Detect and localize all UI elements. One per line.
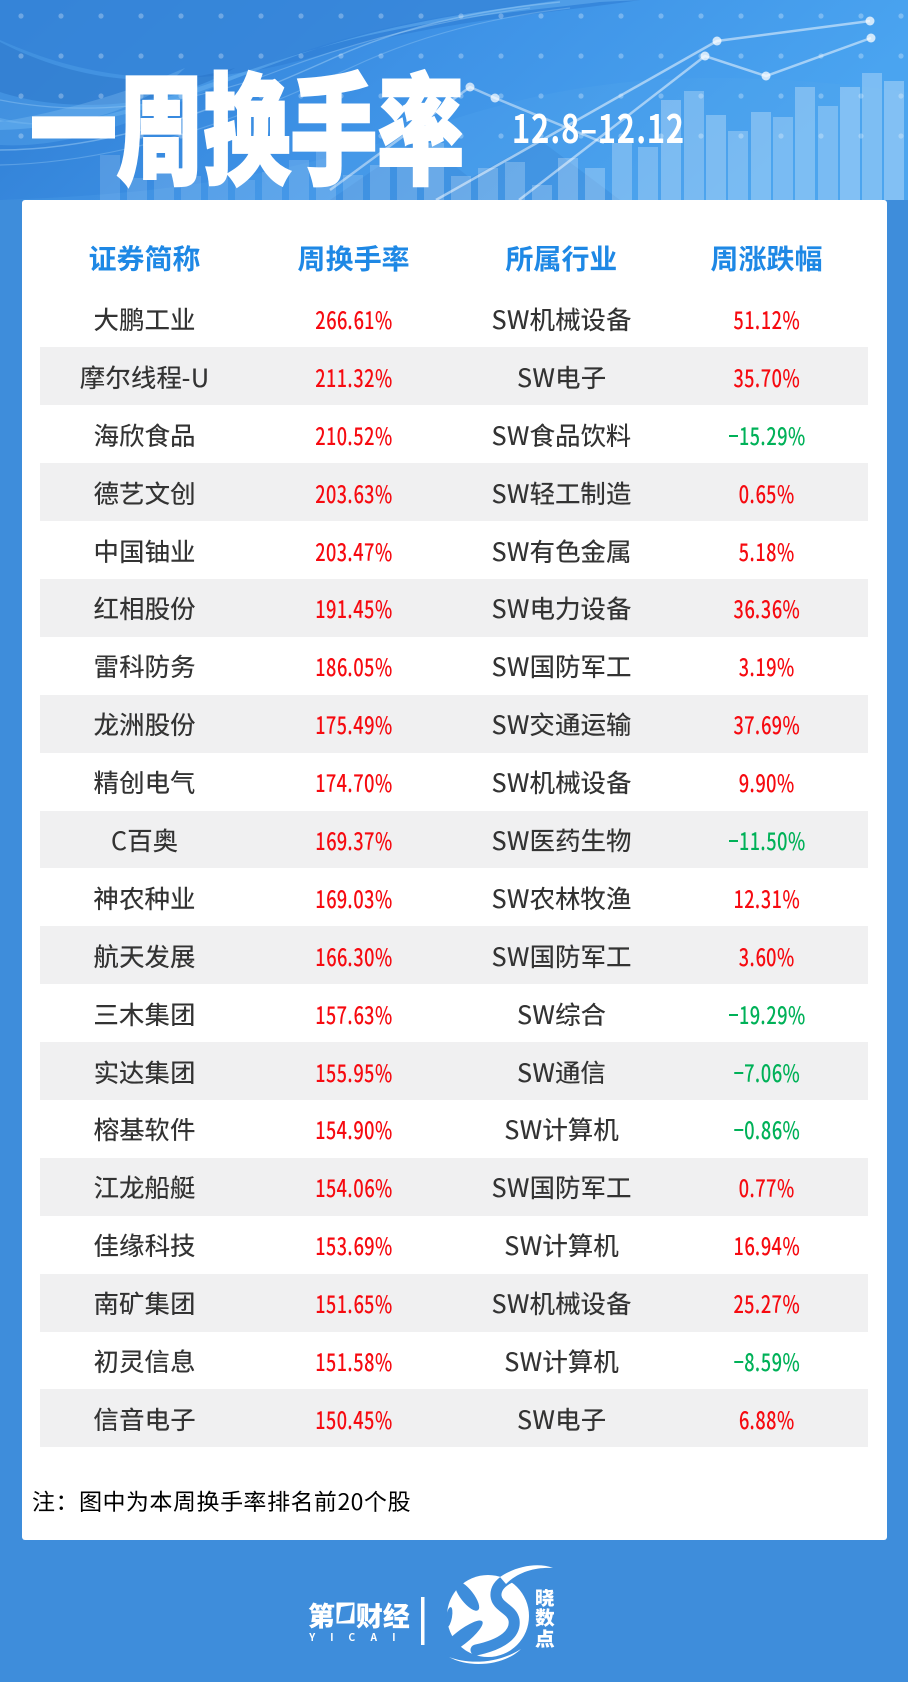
svg-text:YICAI: YICAI (309, 1630, 411, 1645)
svg-text:晓: 晓 (535, 1582, 555, 1611)
svg-text:第: 第 (308, 1595, 335, 1634)
svg-text:点: 点 (535, 1623, 555, 1652)
svg-text:财经: 财经 (356, 1595, 410, 1634)
svg-text:数: 数 (535, 1602, 555, 1631)
